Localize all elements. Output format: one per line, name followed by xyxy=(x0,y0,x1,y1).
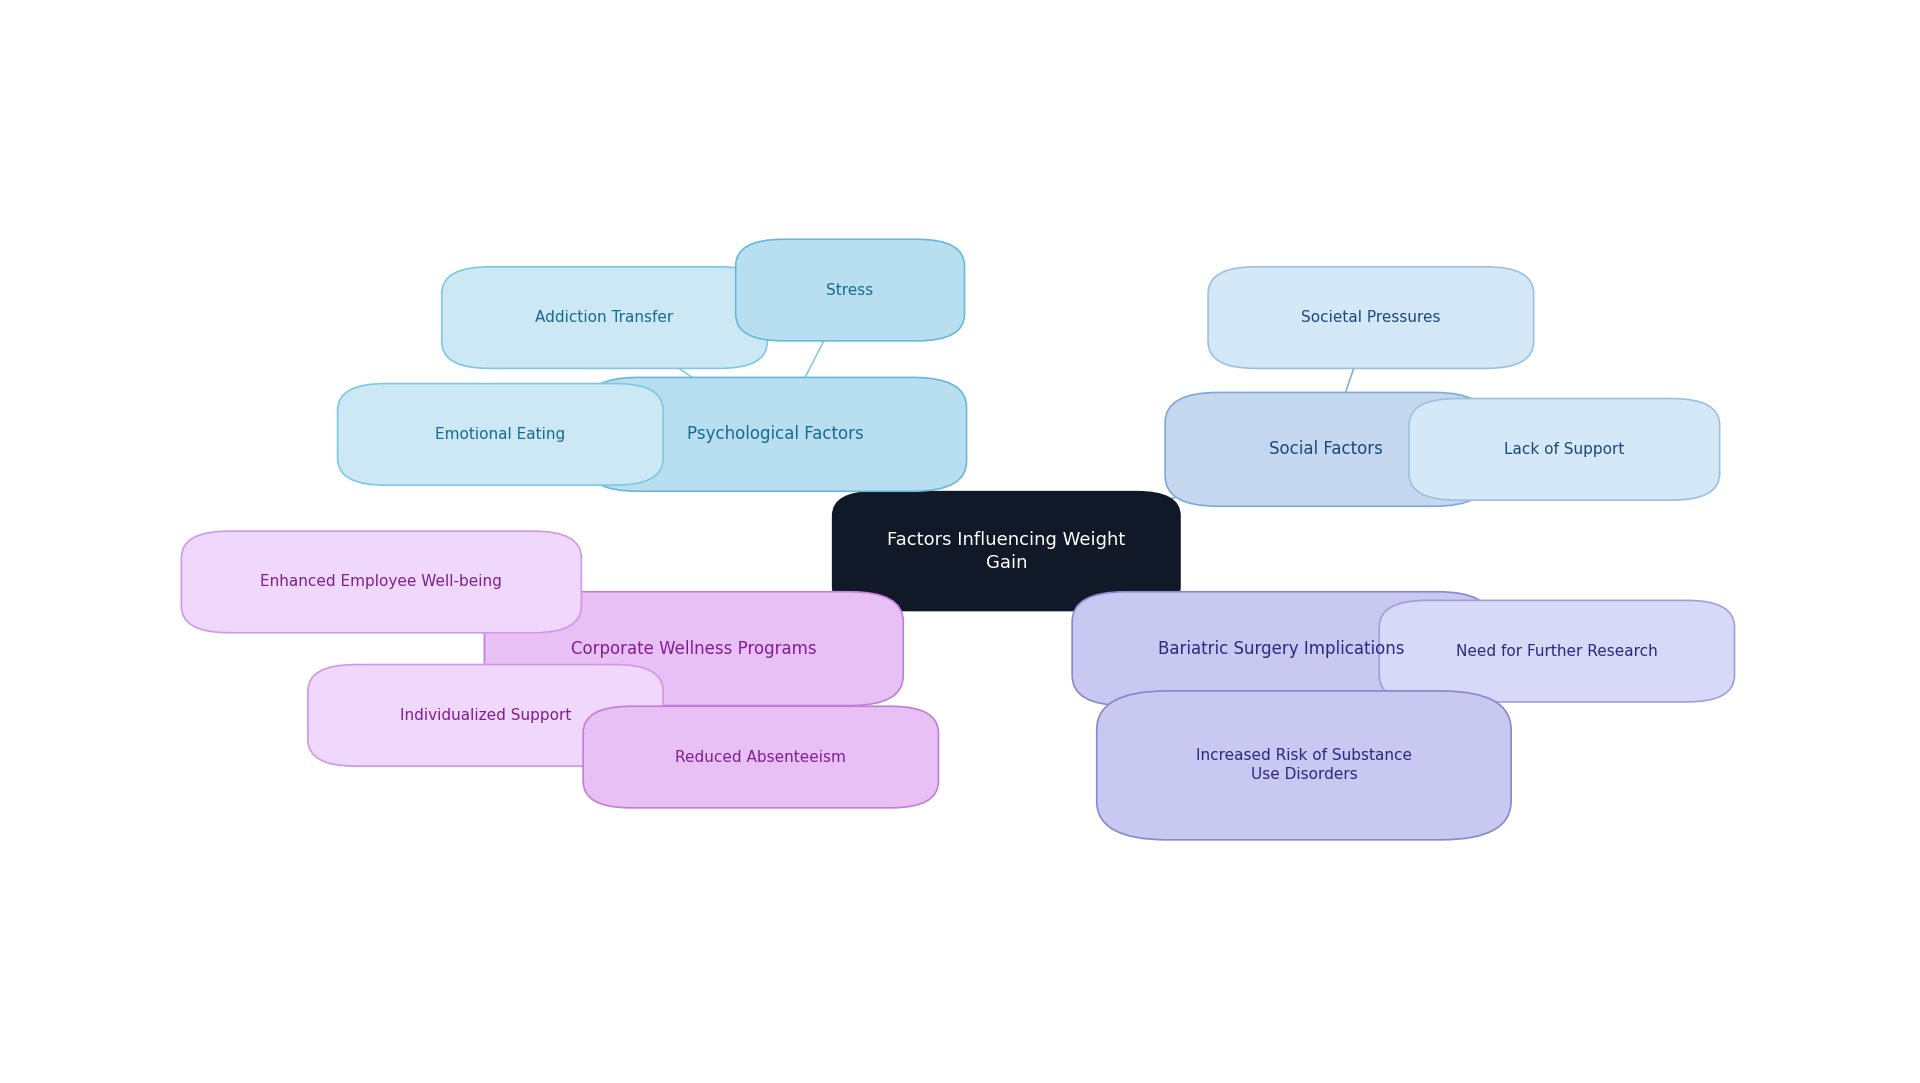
Text: Bariatric Surgery Implications: Bariatric Surgery Implications xyxy=(1158,640,1405,657)
FancyBboxPatch shape xyxy=(1208,266,1534,368)
FancyBboxPatch shape xyxy=(1379,600,1734,702)
Text: Societal Pressures: Societal Pressures xyxy=(1302,310,1440,325)
Text: Emotional Eating: Emotional Eating xyxy=(436,427,566,442)
FancyBboxPatch shape xyxy=(180,531,582,632)
Text: Reduced Absenteeism: Reduced Absenteeism xyxy=(676,749,847,765)
Text: Addiction Transfer: Addiction Transfer xyxy=(536,310,674,325)
Text: Social Factors: Social Factors xyxy=(1269,441,1382,458)
FancyBboxPatch shape xyxy=(584,706,939,808)
FancyBboxPatch shape xyxy=(442,266,768,368)
Text: Individualized Support: Individualized Support xyxy=(399,708,572,722)
FancyBboxPatch shape xyxy=(1071,591,1492,705)
Text: Stress: Stress xyxy=(826,283,874,298)
Text: Factors Influencing Weight
Gain: Factors Influencing Weight Gain xyxy=(887,531,1125,572)
Text: Enhanced Employee Well-being: Enhanced Employee Well-being xyxy=(261,574,503,589)
FancyBboxPatch shape xyxy=(307,665,662,766)
FancyBboxPatch shape xyxy=(1409,399,1720,500)
FancyBboxPatch shape xyxy=(831,491,1181,611)
FancyBboxPatch shape xyxy=(586,377,966,492)
FancyBboxPatch shape xyxy=(1096,691,1511,839)
FancyBboxPatch shape xyxy=(338,383,662,485)
Text: Increased Risk of Substance
Use Disorders: Increased Risk of Substance Use Disorder… xyxy=(1196,748,1411,783)
FancyBboxPatch shape xyxy=(484,591,902,705)
Text: Corporate Wellness Programs: Corporate Wellness Programs xyxy=(570,640,816,657)
FancyBboxPatch shape xyxy=(1165,392,1488,506)
Text: Need for Further Research: Need for Further Research xyxy=(1455,643,1657,658)
Text: Psychological Factors: Psychological Factors xyxy=(687,426,864,443)
Text: Lack of Support: Lack of Support xyxy=(1503,442,1624,457)
FancyBboxPatch shape xyxy=(735,239,964,341)
